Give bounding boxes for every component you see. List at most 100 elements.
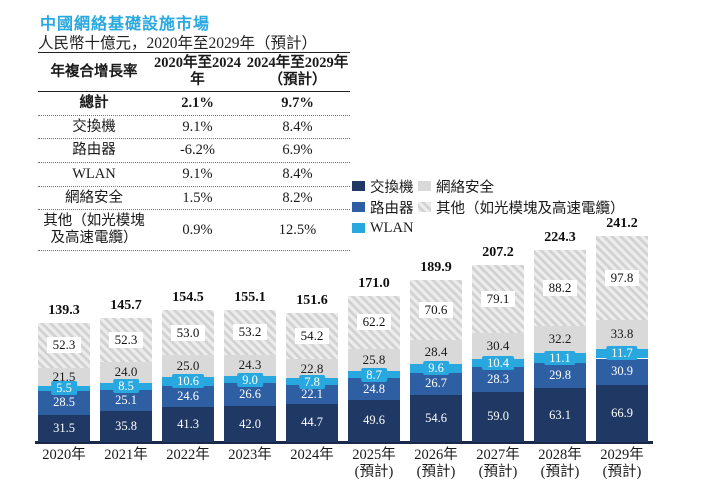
segment-value-label: 42.0	[239, 416, 261, 431]
legend-column-right: 網絡安全其他（如光模塊及高速電纜）	[418, 179, 625, 221]
segment-value-label: 29.8	[549, 367, 571, 382]
bar-total-label: 171.0	[358, 275, 390, 291]
bar-2022年: 41.3 24.6 10.6 25.0 53.0	[162, 310, 214, 442]
legend-swatch-icon	[352, 202, 365, 212]
segment-value-label: 62.2	[356, 314, 392, 331]
segment-value-label: 22.8	[300, 360, 324, 376]
legend-item: 路由器	[352, 200, 414, 217]
cagr-value-2020-2024: 2.1%	[181, 95, 214, 111]
segment-value-label: 24.6	[177, 388, 199, 403]
x-axis-category-label: 2027年 (預計)	[476, 447, 520, 480]
cagr-value-2024-2029: 8.4%	[282, 166, 313, 183]
x-axis-line	[35, 441, 653, 444]
segment-value-label: 9.0	[237, 372, 263, 387]
bar-2023年: 42.0 26.6 9.0 24.3 53.2	[224, 309, 276, 442]
bar-segment: 10.6	[162, 374, 214, 389]
bar-segment: 10.4	[472, 356, 524, 371]
cagr-value-2020-2024: 1.5%	[182, 189, 213, 206]
bar-segment: 59.0	[472, 391, 524, 442]
legend-item: WLAN	[352, 220, 414, 236]
segment-value-label: 7.8	[299, 374, 325, 389]
segment-value-label: 88.2	[542, 280, 578, 297]
segment-value-label: 53.2	[232, 324, 268, 341]
segment-value-label: 26.7	[425, 376, 447, 391]
bar-segment: 41.3	[162, 406, 214, 442]
bar-2026年: 54.6 26.7 9.6 28.4 70.6	[410, 279, 462, 442]
bar-segment: 22.1	[286, 384, 338, 404]
segment-value-label: 30.4	[486, 337, 510, 353]
bar-segment: 32.2	[534, 325, 586, 354]
bar-segment: 30.4	[472, 332, 524, 359]
segment-value-label: 10.6	[172, 374, 204, 389]
bar-segment: 70.6	[410, 279, 462, 341]
bar-2020年: 31.5 28.5 5.5 21.5 52.3	[38, 323, 90, 442]
segment-value-label: 24.0	[114, 364, 138, 380]
bar-segment: 24.6	[162, 385, 214, 407]
segment-value-label: 21.5	[52, 368, 76, 384]
bar-segment: 9.0	[224, 372, 276, 387]
bar-segment: 52.3	[100, 317, 152, 363]
bar-segment: 21.5	[38, 367, 90, 387]
x-axis-category-label: 2022年	[166, 447, 210, 463]
bar-total-label: 224.3	[544, 230, 576, 246]
bar-segment: 63.1	[534, 388, 586, 442]
bar-total-label: 189.9	[420, 259, 452, 275]
segment-value-label: 41.3	[177, 416, 199, 431]
cagr-value-2024-2029: 8.2%	[282, 189, 313, 206]
cagr-row-2: 路由器 -6.2% 6.9%	[38, 139, 350, 164]
bar-2027年: 59.0 28.3 10.4 30.4 79.1	[472, 265, 524, 442]
bar-segment: 31.5	[38, 415, 90, 442]
bar-segment: 25.1	[100, 390, 152, 412]
x-axis-category-label: 2029年 (預計)	[600, 447, 644, 480]
bar-segment: 25.8	[348, 349, 400, 372]
segment-value-label: 70.6	[418, 301, 454, 318]
x-axis-category-label: 2026年 (預計)	[414, 447, 458, 480]
cagr-row-label: 交換機	[72, 118, 116, 135]
segment-value-label: 22.1	[301, 386, 323, 401]
cagr-row-0: 總計 2.1% 9.7%	[38, 92, 350, 116]
chart-subtitle: 人民幣十億元，2020年至2029年（預計）	[38, 35, 318, 52]
segment-value-label: 11.1	[544, 350, 576, 365]
segment-value-label: 79.1	[480, 290, 516, 307]
bar-segment: 24.3	[224, 354, 276, 376]
legend-label: 其他（如光模塊及高速電纜）	[436, 200, 625, 217]
legend-item: 其他（如光模塊及高速電纜）	[418, 200, 625, 217]
bar-segment: 11.7	[596, 346, 648, 361]
segment-value-label: 25.0	[176, 358, 200, 373]
bar-segment: 7.8	[286, 374, 338, 389]
bar-segment: 88.2	[534, 250, 586, 326]
cagr-row-1: 交換機 9.1% 8.4%	[38, 116, 350, 140]
segment-value-label: 54.6	[425, 411, 447, 426]
x-axis-category-label: 2024年	[290, 447, 334, 463]
x-axis-category-label: 2023年	[228, 447, 272, 463]
segment-value-label: 53.0	[170, 324, 206, 341]
segment-value-label: 25.1	[115, 393, 137, 408]
cagr-header-metric: 年複合增長率	[50, 63, 138, 80]
bar-segment: 26.6	[224, 383, 276, 407]
segment-value-label: 9.6	[423, 361, 449, 376]
x-axis-category-label: 2025年 (預計)	[352, 447, 396, 480]
segment-value-label: 28.4	[424, 344, 448, 360]
cagr-value-2024-2029: 8.4%	[282, 118, 313, 135]
bar-2024年: 44.7 22.1 7.8 22.8 54.2	[286, 312, 338, 442]
cagr-table-body: 總計 2.1% 9.7% 交換機 9.1% 8.4% 路由器 -6.2% 6.9% WLAN 9.1…	[38, 92, 350, 251]
cagr-row-label: WLAN	[72, 166, 116, 183]
bar-segment: 33.8	[596, 319, 648, 349]
segment-value-label: 28.5	[53, 395, 75, 410]
cagr-table-header-row: 年複合增長率 2020年至2024年 2024年至2029年 （預計）	[38, 52, 350, 92]
chart-title: 中國網絡基礎設施市場	[40, 16, 211, 33]
legend-label: 網絡安全	[436, 179, 494, 196]
bar-2028年: 63.1 29.8 11.1 32.2 88.2	[534, 250, 586, 442]
bar-segment: 24.8	[348, 378, 400, 400]
legend-label: 交換機	[370, 179, 414, 196]
segment-value-label: 8.5	[113, 379, 139, 394]
cagr-value-2020-2024: 9.1%	[182, 118, 213, 135]
bar-segment: 54.6	[410, 395, 462, 442]
segment-value-label: 11.7	[606, 346, 638, 361]
bar-total-label: 151.6	[296, 292, 328, 308]
bar-total-label: 154.5	[172, 290, 204, 306]
cagr-row-5: 其他（如光模塊 及高速電纜） 0.9% 12.5%	[38, 210, 350, 251]
segment-value-label: 30.9	[611, 364, 633, 379]
cagr-row-label: 路由器	[72, 142, 116, 159]
cagr-value-2020-2024: 9.1%	[182, 166, 213, 183]
